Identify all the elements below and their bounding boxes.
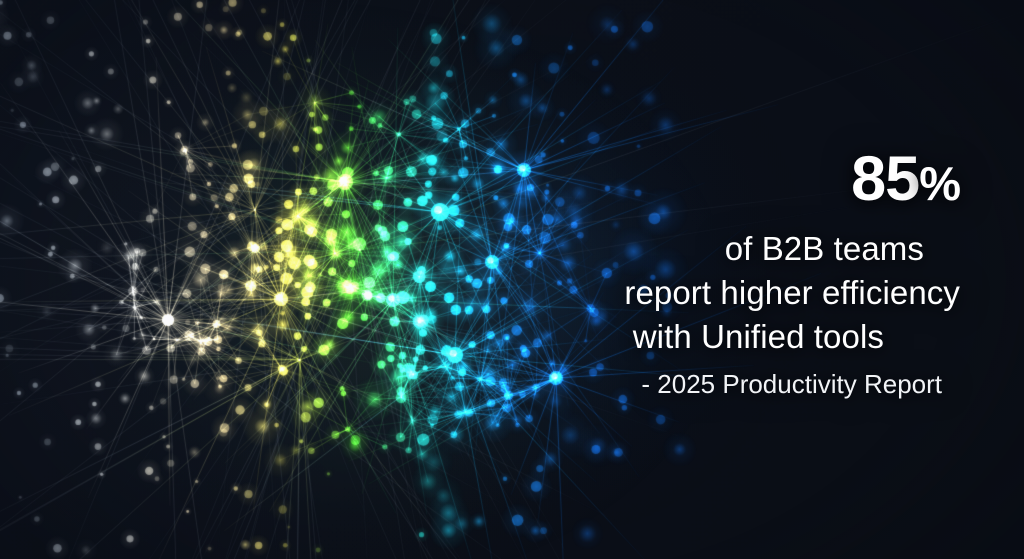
headline-percent-sign: % [919,157,961,210]
subhead-line-1: of B2B teams [724,230,924,267]
headline: 85% [490,148,961,211]
headline-number: 85 [851,144,920,214]
subhead-line-2: report higher efficiency [624,273,960,311]
attribution-source: - 2025 Productivity Report [641,368,942,399]
subhead-line-3: with Unified tools [632,317,884,355]
stat-text-block: 85% of B2B teams report higher efficienc… [490,148,961,401]
